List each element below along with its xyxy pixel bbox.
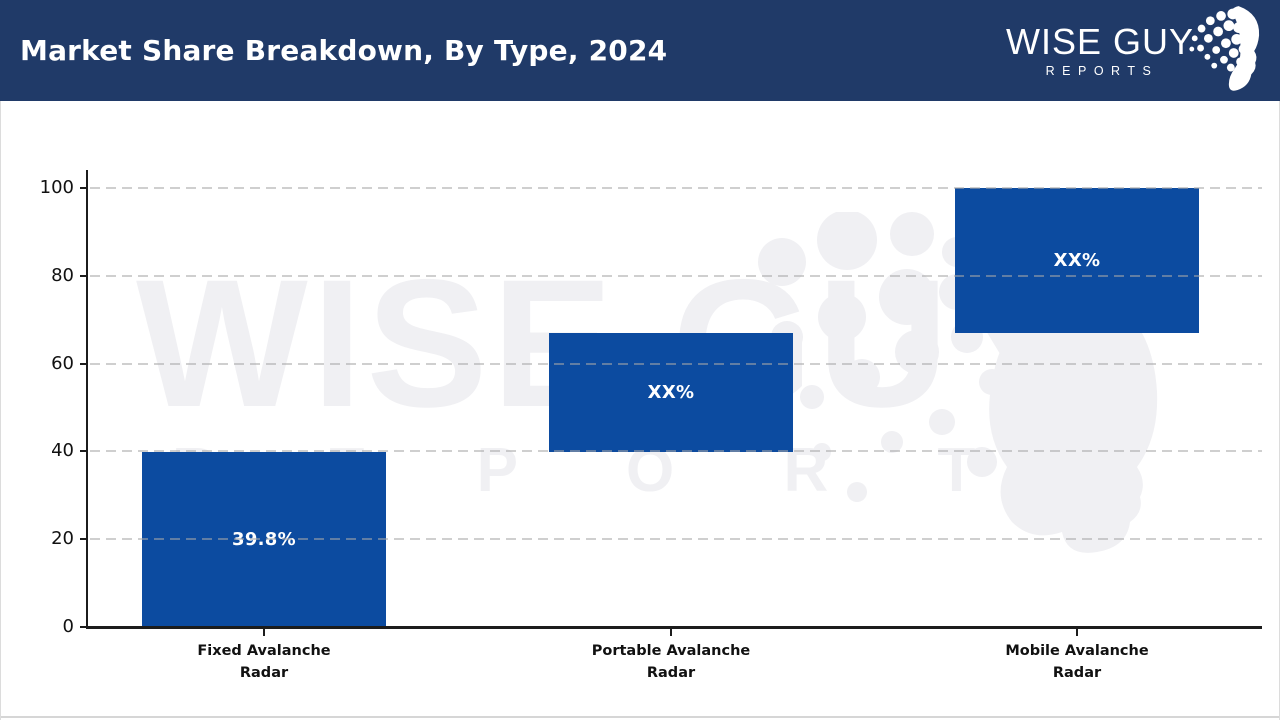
y-axis-tick-label: 20 bbox=[51, 528, 74, 550]
header-bar: Market Share Breakdown, By Type, 2024 WI… bbox=[0, 0, 1280, 101]
x-axis-tickmark bbox=[263, 628, 265, 636]
bar-segment: XX% bbox=[955, 188, 1199, 333]
y-axis-line bbox=[86, 170, 88, 629]
y-axis-tickmark bbox=[80, 626, 88, 628]
y-axis-tick-label: 40 bbox=[51, 440, 74, 462]
category-label-line: Mobile Avalanche bbox=[1005, 643, 1149, 659]
gridline bbox=[90, 538, 1262, 541]
logo-text: WISE GUY REPORTS bbox=[1005, 20, 1194, 78]
dotted-face-icon bbox=[1189, 5, 1260, 91]
logo-brand-name: WISE GUY bbox=[1005, 20, 1194, 62]
watermark-dotted-face bbox=[758, 212, 1158, 553]
gridline bbox=[90, 187, 1262, 189]
bar-segment: XX% bbox=[549, 332, 793, 453]
category-label-line: Radar bbox=[646, 664, 696, 681]
y-axis-tick-label: 60 bbox=[51, 352, 74, 374]
x-axis-tickmark bbox=[670, 628, 672, 636]
y-axis-tick-label: 0 bbox=[62, 616, 74, 637]
y-axis-tick-label: 80 bbox=[51, 264, 74, 286]
y-axis-tickmark bbox=[80, 450, 88, 453]
x-axis-category-label: Fixed Avalanche Radar bbox=[104, 641, 424, 685]
y-axis-tickmark bbox=[80, 362, 88, 365]
left-frame-rule bbox=[0, 101, 1, 720]
bar-value-label: XX% bbox=[1053, 249, 1101, 271]
category-label-line: Radar bbox=[1052, 664, 1102, 681]
wise-guy-logo: WISE GUY REPORTS bbox=[1005, 5, 1262, 96]
gridline bbox=[90, 362, 1262, 365]
x-axis-category-label: Portable Avalanche Radar bbox=[511, 641, 831, 685]
x-axis-line bbox=[86, 626, 1262, 629]
gridline bbox=[90, 274, 1262, 277]
y-axis-tick-label: 100 bbox=[39, 177, 74, 198]
y-axis-tickmark bbox=[80, 274, 88, 277]
gridline bbox=[90, 450, 1262, 453]
y-axis-tickmark bbox=[80, 538, 88, 541]
y-axis-tickmark bbox=[80, 187, 88, 189]
category-label-line: Radar bbox=[239, 664, 289, 681]
logo-brand-subtitle: REPORTS bbox=[1045, 63, 1159, 78]
x-axis-tickmark bbox=[1076, 628, 1078, 636]
bottom-rule bbox=[0, 716, 1280, 718]
x-axis-category-label: Mobile Avalanche Radar bbox=[917, 641, 1237, 685]
category-label-line: Portable Avalanche bbox=[591, 643, 751, 659]
bar-value-label: XX% bbox=[647, 382, 695, 404]
category-label-line: Fixed Avalanche bbox=[197, 643, 331, 659]
page-title: Market Share Breakdown, By Type, 2024 bbox=[20, 34, 668, 67]
